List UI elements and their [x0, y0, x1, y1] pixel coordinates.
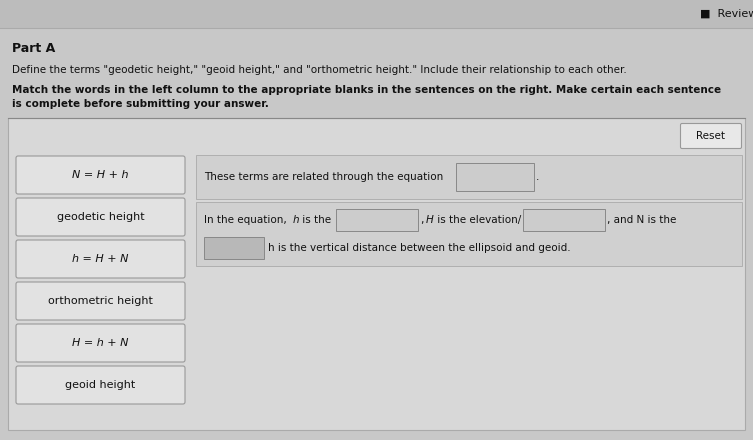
Bar — [8, 118, 745, 430]
Text: H: H — [426, 215, 434, 225]
Text: orthometric height: orthometric height — [48, 296, 153, 306]
Text: , and N is the: , and N is the — [607, 215, 676, 225]
Text: Define the terms "geodetic height," "geoid height," and "orthometric height." In: Define the terms "geodetic height," "geo… — [12, 65, 626, 75]
Text: These terms are related through the equation: These terms are related through the equa… — [204, 172, 444, 182]
Text: Match the words in the left column to the appropriate blanks in the sentences on: Match the words in the left column to th… — [12, 85, 721, 109]
Text: N = H + h: N = H + h — [72, 170, 129, 180]
FancyBboxPatch shape — [16, 324, 185, 362]
Bar — [196, 202, 742, 266]
FancyBboxPatch shape — [16, 240, 185, 278]
Text: is the elevation/: is the elevation/ — [434, 215, 521, 225]
Text: ,: , — [420, 215, 423, 225]
Text: h = H + N: h = H + N — [72, 254, 129, 264]
Text: geoid height: geoid height — [66, 380, 136, 390]
Text: is the: is the — [299, 215, 331, 225]
Text: geodetic height: geodetic height — [56, 212, 145, 222]
Text: Reset: Reset — [697, 131, 725, 141]
Text: h is the vertical distance between the ellipsoid and geoid.: h is the vertical distance between the e… — [268, 243, 571, 253]
Text: .: . — [536, 172, 539, 182]
Text: h: h — [293, 215, 300, 225]
Text: Part A: Part A — [12, 42, 55, 55]
Bar — [204, 237, 264, 259]
FancyBboxPatch shape — [16, 156, 185, 194]
Bar — [196, 155, 742, 199]
Bar — [336, 209, 418, 231]
FancyBboxPatch shape — [681, 124, 742, 148]
Text: ■  Review: ■ Review — [700, 9, 753, 19]
Text: In the equation,: In the equation, — [204, 215, 290, 225]
FancyBboxPatch shape — [16, 198, 185, 236]
Bar — [456, 163, 534, 191]
Bar — [0, 0, 753, 28]
Bar — [523, 209, 605, 231]
FancyBboxPatch shape — [16, 366, 185, 404]
FancyBboxPatch shape — [16, 282, 185, 320]
Text: H = h + N: H = h + N — [72, 338, 129, 348]
